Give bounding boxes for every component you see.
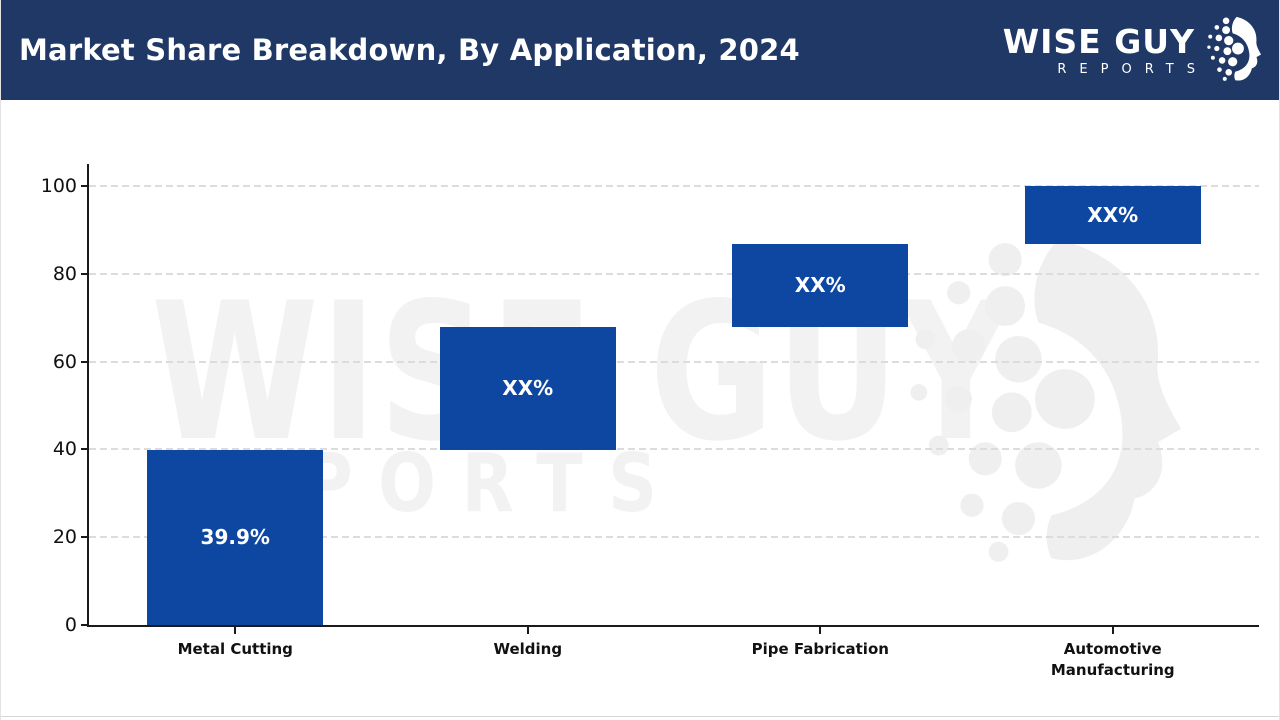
x-label-metal-cutting: Metal Cutting <box>177 640 293 658</box>
y-tick-20 <box>81 536 88 539</box>
page-title: Market Share Breakdown, By Application, … <box>19 33 800 67</box>
bar-pipe-fabrication: XX% <box>732 243 909 327</box>
x-tick-welding <box>526 627 529 634</box>
y-tick-40 <box>81 448 88 451</box>
chart-area: 0 20 40 60 80 100 39.9% Metal Cutting XX% Welding… <box>1 100 1279 720</box>
y-tick-100 <box>81 185 88 187</box>
wiseguy-logo: WISE GUY REPORTS <box>1003 0 1267 100</box>
bar-automotive-manufacturing: XX% <box>1024 186 1201 244</box>
bar-metal-cutting: 39.9% <box>147 449 324 625</box>
bar-value-label: XX% <box>794 273 846 298</box>
y-tick-label-20: 20 <box>52 526 77 549</box>
y-tick-label-60: 60 <box>52 350 77 373</box>
y-tick-label-100: 100 <box>40 175 77 197</box>
gridline-80 <box>89 272 1259 275</box>
logo-text: WISE GUY REPORTS <box>1003 25 1195 76</box>
x-tick-pipe-fabrication <box>819 627 822 634</box>
y-tick-label-80: 80 <box>52 262 77 285</box>
gridline-60 <box>89 360 1259 363</box>
x-tick-metal-cutting <box>234 627 237 634</box>
x-tick-automotive-manufacturing <box>1111 627 1114 634</box>
bar-welding: XX% <box>439 326 616 450</box>
y-axis-line <box>87 164 89 627</box>
y-tick-label-0: 0 <box>64 614 77 636</box>
x-axis-line <box>87 625 1259 627</box>
logo-face-icon <box>1201 14 1267 87</box>
logo-wordmark: WISE GUY <box>1002 21 1195 61</box>
y-tick-0 <box>81 624 88 626</box>
bottom-divider <box>1 716 1279 717</box>
gridline-100 <box>89 185 1259 187</box>
x-label-welding: Welding <box>493 640 563 658</box>
gridline-40 <box>89 448 1259 451</box>
x-label-pipe-fabrication: Pipe Fabrication <box>751 640 889 658</box>
y-tick-label-40: 40 <box>52 438 77 461</box>
logo-subtext: REPORTS <box>1057 61 1208 77</box>
bar-value-label: XX% <box>502 376 554 401</box>
y-tick-80 <box>81 272 88 275</box>
bar-value-label: 39.9% <box>200 525 270 550</box>
bar-value-label: XX% <box>1087 202 1139 227</box>
gridline-20 <box>89 536 1259 539</box>
y-tick-60 <box>81 360 88 363</box>
x-label-automotive-manufacturing: Automotive Manufacturing <box>1050 640 1175 679</box>
header-banner: Market Share Breakdown, By Application, … <box>1 0 1279 100</box>
